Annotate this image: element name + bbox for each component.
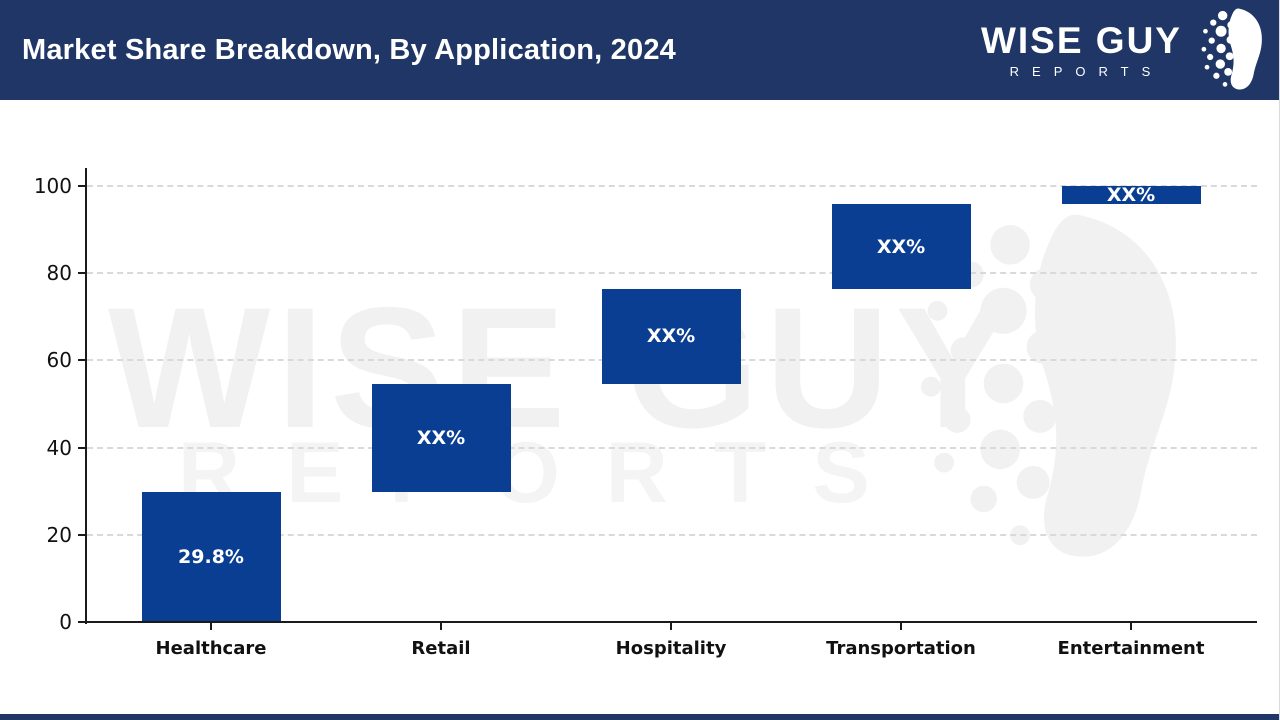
y-gridline	[87, 185, 1257, 187]
y-tick-label: 60	[46, 348, 72, 373]
bar-value-label: XX%	[416, 426, 466, 449]
y-tick-mark	[78, 533, 85, 536]
x-axis-line	[85, 621, 1257, 623]
y-tick-mark	[78, 185, 85, 187]
y-tick-label: 20	[46, 522, 72, 547]
y-tick-mark	[78, 621, 85, 623]
watermark-wordmark: WISE GUY	[108, 272, 1017, 464]
bar-transportation: XX%	[831, 204, 971, 290]
x-category-label: Retail	[411, 638, 471, 659]
y-tick-label: 0	[59, 610, 72, 634]
bar-value-label: XX%	[646, 325, 696, 348]
wise-guy-face-icon	[1201, 8, 1262, 90]
header-band: Market Share Breakdown, By Application, …	[0, 0, 1279, 100]
bar-value-label: XX%	[1106, 184, 1156, 207]
wise-guy-logo-text: WISE GUY REPORTS	[981, 22, 1182, 79]
x-tick-mark	[1130, 623, 1132, 630]
y-gridline	[87, 272, 1257, 275]
y-tick-label: 40	[46, 435, 72, 460]
watermark-face-icon	[921, 214, 1176, 557]
x-tick-mark	[210, 623, 212, 630]
page-title: Market Share Breakdown, By Application, …	[22, 33, 676, 66]
bar-retail: XX%	[371, 383, 511, 493]
bar-value-label: XX%	[876, 235, 926, 258]
x-category-label: Healthcare	[155, 638, 267, 659]
x-category-label: Transportation	[826, 638, 976, 659]
bar-value-label: 29.8%	[178, 546, 244, 569]
x-tick-mark	[900, 623, 902, 630]
y-tick-label: 100	[33, 174, 72, 198]
y-tick-mark	[78, 272, 85, 275]
watermark-subtitle: REPORTS	[178, 425, 916, 521]
y-tick-mark	[78, 446, 85, 449]
y-axis-line	[85, 168, 87, 624]
footer-band	[0, 714, 1279, 720]
y-tick-mark	[78, 359, 85, 362]
x-tick-mark	[440, 623, 442, 630]
logo-wordmark: WISE GUY	[980, 19, 1182, 61]
x-category-label: Hospitality	[615, 638, 727, 659]
x-category-label: Entertainment	[1057, 638, 1205, 659]
bar-healthcare: 29.8%	[141, 492, 281, 622]
bar-entertainment: XX%	[1061, 184, 1201, 207]
x-tick-mark	[670, 623, 672, 630]
logo-subtitle: REPORTS	[1009, 63, 1164, 79]
y-gridline	[87, 446, 1257, 449]
y-tick-label: 80	[46, 261, 72, 286]
y-gridline	[87, 533, 1257, 536]
wise-guy-logo: WISE GUY REPORTS	[981, 7, 1279, 93]
bar-hospitality: XX%	[601, 289, 741, 384]
